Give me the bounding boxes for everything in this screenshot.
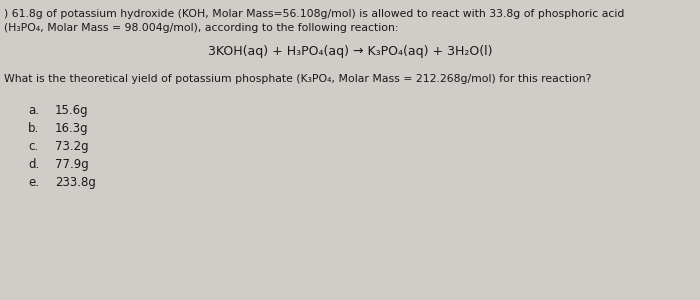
- Text: 15.6g: 15.6g: [55, 104, 89, 117]
- Text: b.: b.: [28, 122, 39, 135]
- Text: d.: d.: [28, 158, 39, 171]
- Text: e.: e.: [28, 176, 39, 189]
- Text: 233.8g: 233.8g: [55, 176, 96, 189]
- Text: (H₃PO₄, Molar Mass = 98.004g/mol), according to the following reaction:: (H₃PO₄, Molar Mass = 98.004g/mol), accor…: [4, 23, 398, 33]
- Text: 16.3g: 16.3g: [55, 122, 89, 135]
- Text: a.: a.: [28, 104, 39, 117]
- Text: ) 61.8g of potassium hydroxide (KOH, Molar Mass=56.108g/mol) is allowed to react: ) 61.8g of potassium hydroxide (KOH, Mol…: [4, 9, 624, 19]
- Text: c.: c.: [28, 140, 38, 153]
- Text: 73.2g: 73.2g: [55, 140, 89, 153]
- Text: 77.9g: 77.9g: [55, 158, 89, 171]
- Text: What is the theoretical yield of potassium phosphate (K₃PO₄, Molar Mass = 212.26: What is the theoretical yield of potassi…: [4, 74, 592, 84]
- Text: 3KOH(aq) + H₃PO₄(aq) → K₃PO₄(aq) + 3H₂O(l): 3KOH(aq) + H₃PO₄(aq) → K₃PO₄(aq) + 3H₂O(…: [208, 45, 492, 58]
